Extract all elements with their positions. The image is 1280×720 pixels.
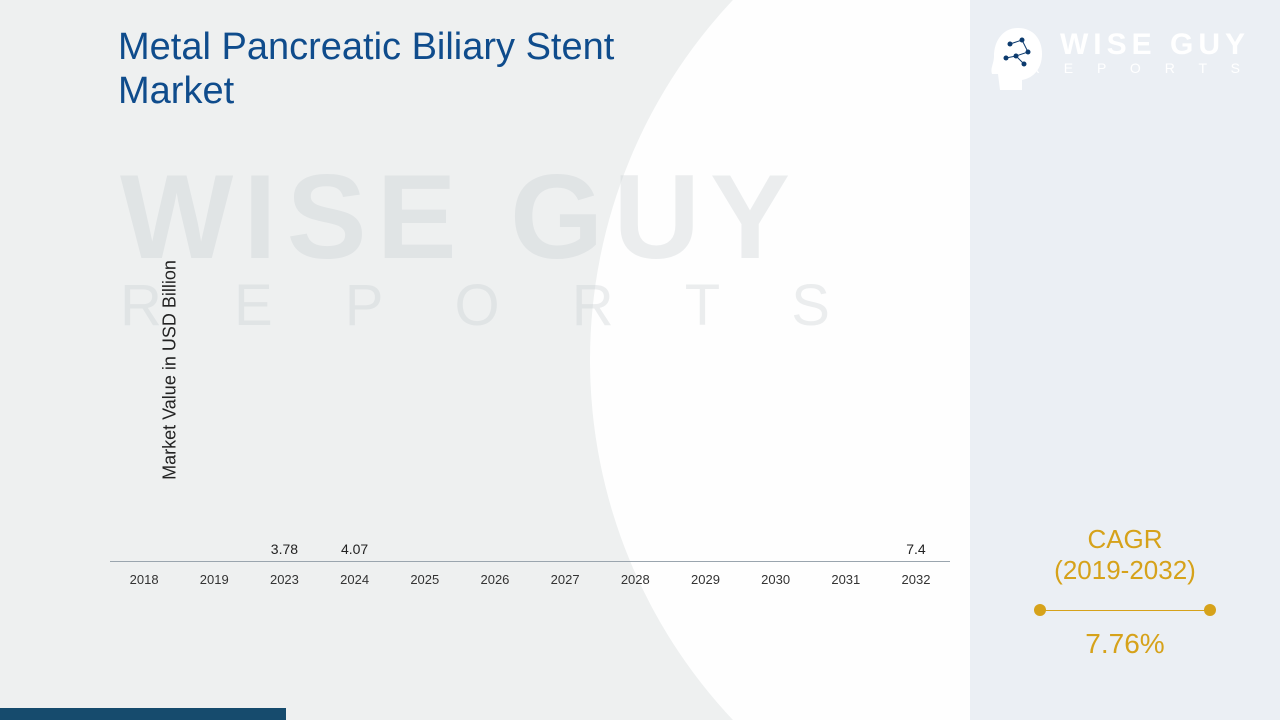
bar-2032: 7.4 xyxy=(888,541,944,561)
bar-2026 xyxy=(467,541,523,561)
bar-group: 3.78 4.07 7.4 xyxy=(110,150,950,561)
bar-2025 xyxy=(397,541,453,561)
x-axis-baseline xyxy=(110,561,950,562)
cagr-title: CAGR (2019-2032) xyxy=(1020,524,1230,586)
cagr-label: CAGR xyxy=(1087,524,1162,554)
cagr-period: (2019-2032) xyxy=(1054,555,1196,585)
x-tick-label: 2029 xyxy=(677,566,733,590)
x-tick-label: 2023 xyxy=(256,566,312,590)
x-tick-label: 2032 xyxy=(888,566,944,590)
report-infographic: WISE GUY R E P O R T S WISE GUY R E P O … xyxy=(0,0,1280,720)
bar-2023: 3.78 xyxy=(256,541,312,561)
bar-value-label: 7.4 xyxy=(906,541,925,557)
bar-2027 xyxy=(537,541,593,561)
bar-2019 xyxy=(186,541,242,561)
bar-value-label: 3.78 xyxy=(271,541,298,557)
brand-logo-text: WISE GUY R E P O R T S xyxy=(1030,28,1250,76)
cagr-divider xyxy=(1040,602,1210,618)
brand-subtitle: R E P O R T S xyxy=(1030,60,1250,76)
x-tick-label: 2019 xyxy=(186,566,242,590)
bar-2029 xyxy=(677,541,733,561)
bar-value-label: 4.07 xyxy=(341,541,368,557)
x-tick-label: 2018 xyxy=(116,566,172,590)
bar-2024: 4.07 xyxy=(327,541,383,561)
x-tick-label: 2024 xyxy=(327,566,383,590)
bar-2031 xyxy=(818,541,874,561)
brand-head-icon xyxy=(988,24,1048,94)
brand-name: WISE GUY xyxy=(1030,28,1250,62)
divider-dot-left xyxy=(1034,604,1046,616)
bar-2028 xyxy=(607,541,663,561)
cagr-callout: CAGR (2019-2032) 7.76% xyxy=(1020,524,1230,660)
x-tick-label: 2027 xyxy=(537,566,593,590)
x-tick-label: 2028 xyxy=(607,566,663,590)
bar-2030 xyxy=(748,541,804,561)
bar-chart: Market Value in USD Billion 3.784.077.4 … xyxy=(60,150,950,590)
plot-area: 3.78 4.07 7.4 xyxy=(110,150,950,562)
divider-dot-right xyxy=(1204,604,1216,616)
bar-2018 xyxy=(116,541,172,561)
footer-accent-bar xyxy=(0,708,286,720)
x-axis-labels: 2018 2019 2023 2024 2025 2026 2027 2028 2029 2030… xyxy=(110,566,950,590)
x-tick-label: 2030 xyxy=(748,566,804,590)
chart-title: Metal Pancreatic Biliary Stent Market xyxy=(118,26,678,113)
x-tick-label: 2026 xyxy=(467,566,523,590)
cagr-value: 7.76% xyxy=(1020,628,1230,660)
x-tick-label: 2025 xyxy=(397,566,453,590)
x-tick-label: 2031 xyxy=(818,566,874,590)
